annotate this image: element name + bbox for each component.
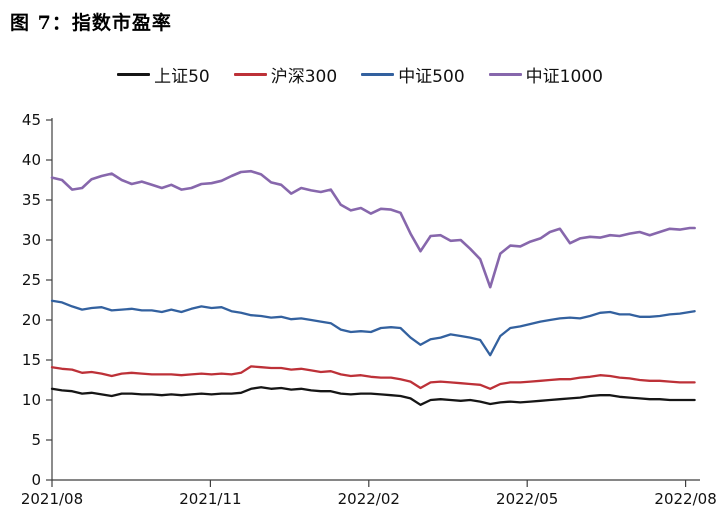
- series-line-0: [50, 386, 696, 406]
- y-tick-label: 40: [22, 151, 41, 169]
- legend-item-sse50: 上证50: [117, 62, 210, 87]
- legend-label-sse50: 上证50: [154, 67, 210, 87]
- y-tick-label: 15: [22, 351, 41, 369]
- y-tick-label: 30: [22, 231, 41, 249]
- x-tick-label: 2021/11: [179, 490, 241, 508]
- x-tick-label: 2022/02: [338, 490, 400, 508]
- legend-item-csi300: 沪深300: [233, 62, 338, 87]
- y-tick-label: 5: [31, 431, 41, 449]
- legend-item-csi500: 中证500: [361, 62, 465, 87]
- line-swatch-sse50: [117, 73, 151, 76]
- series-line-1: [50, 365, 696, 390]
- series-line-3: [50, 169, 696, 289]
- y-tick-label: 20: [22, 311, 41, 329]
- legend: 上证50 沪深300 中证500 中证1000: [0, 62, 720, 87]
- chart-title: 图 7：指数市盈率: [10, 12, 172, 34]
- legend-label-csi300: 沪深300: [270, 67, 338, 87]
- x-tick-label: 2022/05: [496, 490, 558, 508]
- y-tick-label: 25: [22, 271, 41, 289]
- legend-item-csi1000: 中证1000: [488, 62, 603, 87]
- line-swatch-csi1000: [488, 73, 522, 76]
- legend-label-csi1000: 中证1000: [525, 67, 603, 87]
- line-swatch-csi500: [361, 73, 395, 76]
- x-tick-label: 2021/08: [21, 490, 83, 508]
- y-tick-label: 45: [22, 111, 41, 129]
- legend-label-csi500: 中证500: [398, 67, 465, 87]
- y-tick-label: 35: [22, 191, 41, 209]
- y-tick-label: 0: [31, 471, 41, 489]
- x-tick-label: 2022/08: [654, 490, 716, 508]
- y-tick-label: 10: [22, 391, 41, 409]
- series-line-2: [50, 299, 696, 357]
- line-swatch-csi300: [233, 73, 267, 76]
